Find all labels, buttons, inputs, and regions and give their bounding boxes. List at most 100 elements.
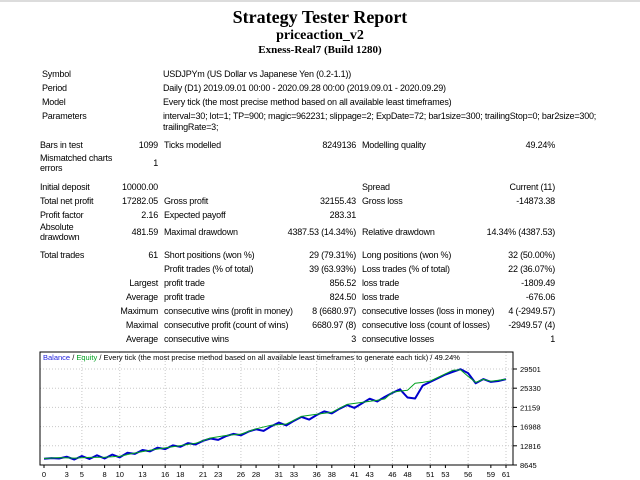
stat-value: 3 <box>351 334 356 344</box>
stat-value: Current (11) <box>509 182 556 192</box>
stat-pair: Profit trades (% of total) 39 (63.93%) <box>164 264 356 274</box>
stat-value: 481.59 <box>131 227 159 237</box>
x-axis-label: 26 <box>237 470 245 479</box>
stat-value: 824.50 <box>329 292 357 302</box>
stat-value: -14873.38 <box>516 196 555 206</box>
stat-value: Maximal <box>125 320 158 330</box>
stat-label: profit trade <box>164 292 205 302</box>
x-axis-label: 28 <box>252 470 260 479</box>
x-axis-label: 59 <box>487 470 495 479</box>
stat-label: Initial deposit <box>40 182 90 192</box>
y-axis-label: 25330 <box>520 384 541 393</box>
stat-row: Absolute drawdown 481.59 Maximal drawdown 4… <box>40 222 640 242</box>
stat-row: Profit factor 2.16 Expected payoff 283.31 <box>40 208 640 222</box>
stat-pair: Gross loss -14873.38 <box>362 196 555 206</box>
stat-label: consecutive losses (loss in money) <box>362 306 495 316</box>
stat-value: 2.16 <box>141 210 158 220</box>
stat-label: consecutive wins (profit in money) <box>164 306 293 316</box>
stat-label: consecutive loss (count of losses) <box>362 320 490 330</box>
info-value: Daily (D1) 2019.09.01 00:00 - 2020.09.28… <box>163 83 446 93</box>
x-axis-label: 13 <box>138 470 146 479</box>
stat-value: 6680.97 (8) <box>312 320 356 330</box>
stat-row: Bars in test 1099 Ticks modelled 8249136 Mod… <box>40 138 640 152</box>
stat-label: consecutive losses <box>362 334 434 344</box>
stat-row: Mismatched charts errors 1 <box>40 152 640 174</box>
stat-value: 39 (63.93%) <box>309 264 356 274</box>
x-axis-label: 33 <box>290 470 298 479</box>
info-row: Model Every tick (the most precise method… <box>42 97 640 108</box>
stat-label: Relative drawdown <box>362 227 435 237</box>
x-axis-label: 8 <box>103 470 107 479</box>
stat-pair: Maximal drawdown 4387.53 (14.34%) <box>164 227 356 237</box>
stat-value: 17282.05 <box>122 196 158 206</box>
x-axis-label: 16 <box>161 470 169 479</box>
info-table: Symbol USDJPYm (US Dollar vs Japanese Yen… <box>42 69 640 133</box>
info-value: interval=30; lot=1; TP=900; magic=962231… <box>163 111 597 132</box>
stat-row: Initial deposit 10000.00 Spread Current (11… <box>40 180 640 194</box>
stat-value: -2949.57 (4) <box>508 320 555 330</box>
stat-value: 1099 <box>138 140 158 150</box>
stat-row: Maximal consecutive profit (count of wins… <box>40 318 640 332</box>
stat-pair: Modelling quality 49.24% <box>362 140 555 150</box>
equity-series-line <box>43 369 507 459</box>
stat-value: 49.24% <box>525 140 556 150</box>
stat-pair: loss trade -676.06 <box>362 292 555 302</box>
x-axis-label: 21 <box>199 470 207 479</box>
stat-value: 283.31 <box>329 210 357 220</box>
stat-pair: Ticks modelled 8249136 <box>164 140 356 150</box>
stat-label: Absolute drawdown <box>40 222 80 242</box>
y-axis-label: 29501 <box>520 365 541 374</box>
info-row: Symbol USDJPYm (US Dollar vs Japanese Yen… <box>42 69 640 80</box>
stat-value: 32 (50.00%) <box>508 250 555 260</box>
x-axis-label: 46 <box>388 470 396 479</box>
stat-label: Expected payoff <box>164 210 226 220</box>
stat-value: 22 (36.07%) <box>508 264 555 274</box>
top-border <box>0 0 640 2</box>
chart-svg: 29501 25330 21159 16988 12816 8645 0 3 5 8 10 13 16 1… <box>39 351 541 479</box>
info-row: Parameters interval=30; lot=1; TP=900; ma… <box>42 111 640 133</box>
stat-pair: consecutive profit (count of wins) 6680.9… <box>164 320 356 330</box>
stat-label: profit trade <box>164 278 205 288</box>
stat-label: Loss trades (% of total) <box>362 264 450 274</box>
report-title: Strategy Tester Report <box>232 7 408 27</box>
stat-label: Gross profit <box>164 196 209 206</box>
stat-pair: profit trade 824.50 <box>164 292 356 302</box>
stat-value: 14.34% (4387.53) <box>486 227 556 237</box>
stat-value: -1809.49 <box>521 278 555 288</box>
stat-label: Ticks modelled <box>164 140 221 150</box>
y-axis-label: 16988 <box>520 423 541 432</box>
stat-value: 1 <box>550 334 555 344</box>
stat-label: Profit trades (% of total) <box>164 264 254 274</box>
stat-pair: Short positions (won %) 29 (79.31%) <box>164 250 356 260</box>
stat-row: Total trades 61 Short positions (won %) 29 … <box>40 248 640 262</box>
stat-row: Profit trades (% of total) 39 (63.93%) Los… <box>40 262 640 276</box>
x-axis-label: 41 <box>350 470 358 479</box>
info-label: Parameters <box>42 111 87 121</box>
stat-pair: Relative drawdown 14.34% (4387.53) <box>362 227 555 237</box>
stat-label: consecutive profit (count of wins) <box>164 320 289 330</box>
stat-label: Total net profit <box>40 196 94 206</box>
stat-pair: Spread Current (11) <box>362 182 555 192</box>
stat-label: Maximal drawdown <box>164 227 238 237</box>
stat-label: Spread <box>362 182 390 192</box>
server-build: Exness-Real7 (Build 1280) <box>258 44 382 56</box>
stat-pair: Gross profit 32155.43 <box>164 196 356 206</box>
stat-label: Gross loss <box>362 196 403 206</box>
stat-pair: consecutive loss (count of losses) -2949.… <box>362 320 555 330</box>
stat-value: Average <box>126 334 158 344</box>
stat-value: 4 (-2949.57) <box>508 306 555 316</box>
info-label: Model <box>42 97 66 107</box>
stat-label: Profit factor <box>40 210 84 220</box>
info-value: USDJPYm (US Dollar vs Japanese Yen (0.2-… <box>163 69 352 79</box>
x-axis-label: 53 <box>441 470 449 479</box>
info-row: Period Daily (D1) 2019.09.01 00:00 - 2020… <box>42 83 640 94</box>
stat-label: Long positions (won %) <box>362 250 452 260</box>
stat-row: Average consecutive wins 3 consecutive loss… <box>40 332 640 346</box>
info-label: Symbol <box>42 69 71 79</box>
stat-value: Largest <box>129 278 158 288</box>
stat-value: 8 (6680.97) <box>312 306 356 316</box>
y-axis-label: 12816 <box>520 442 541 451</box>
stat-row: Maximum consecutive wins (profit in money… <box>40 304 640 318</box>
x-axis-label: 18 <box>176 470 184 479</box>
x-axis-label: 48 <box>403 470 411 479</box>
